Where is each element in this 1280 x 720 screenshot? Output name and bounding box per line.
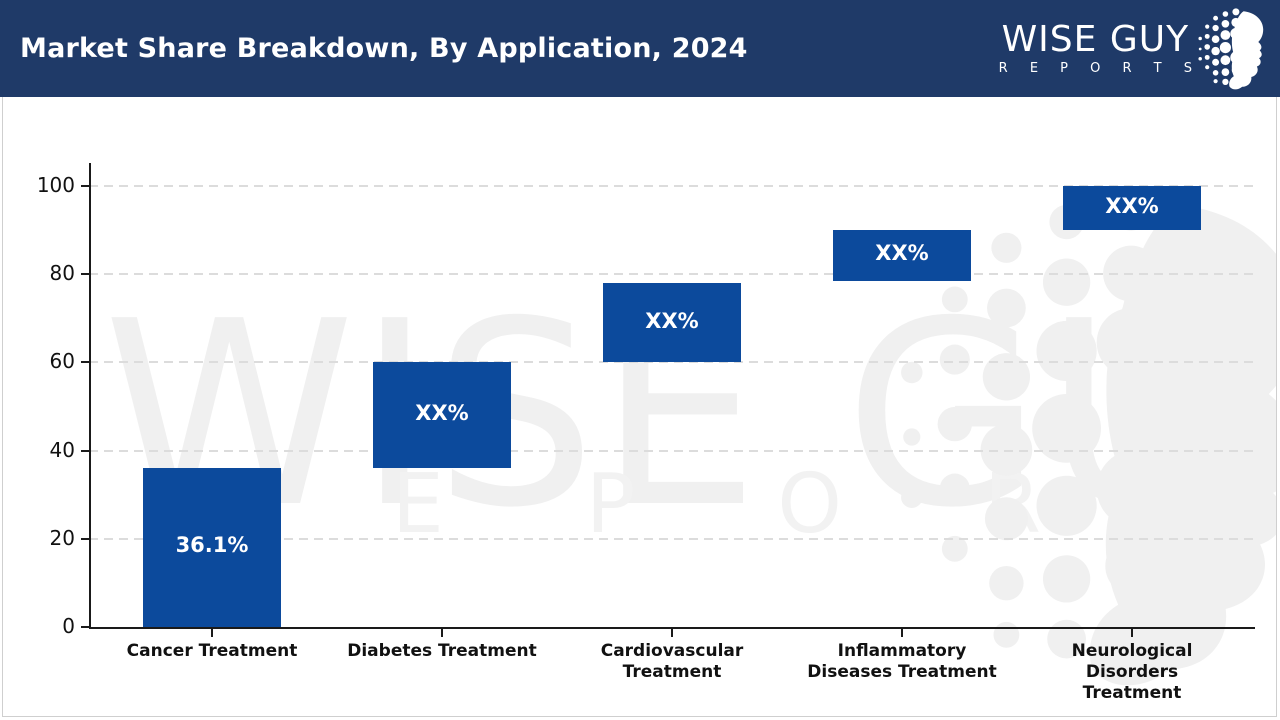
y-tick-label-40: 40	[49, 437, 75, 462]
category-label-line: Diabetes Treatment	[347, 641, 537, 661]
y-axis	[89, 163, 91, 629]
category-label-line: Cardiovascular	[600, 641, 744, 661]
gridline-80	[89, 273, 1255, 276]
gridline-100	[89, 185, 1255, 187]
bar-0	[143, 467, 281, 627]
category-label-line: Cancer Treatment	[126, 641, 298, 661]
x-tickmark-3	[901, 629, 903, 637]
brand-subname: R E P O R T S	[998, 61, 1201, 76]
x-axis	[89, 627, 1255, 629]
y-tickmark-100	[81, 185, 89, 187]
brand-logo: WISE GUY R E P O R T S	[999, 7, 1266, 91]
brand-logo-text: WISE GUY R E P O R T S	[999, 19, 1192, 76]
y-tickmark-20	[81, 537, 89, 540]
category-label-line: Diseases Treatment	[807, 662, 997, 682]
gridline-60	[89, 361, 1255, 364]
gridline-20	[89, 537, 1255, 540]
bar-value-label-1: XX%	[415, 401, 469, 426]
category-label-line: Inflammatory	[837, 641, 967, 661]
bar-value-label-3: XX%	[875, 241, 929, 266]
category-label-3: Inflammatory Diseases Treatment	[782, 641, 1022, 683]
page-title: Market Share Breakdown, By Application, …	[20, 33, 748, 64]
y-tickmark-60	[81, 361, 89, 364]
x-tickmark-2	[671, 629, 673, 637]
category-label-line: Treatment	[622, 662, 722, 682]
bar-value-label-2: XX%	[645, 308, 699, 333]
category-label-line: Disorders	[1085, 662, 1179, 682]
gridline-40	[89, 449, 1255, 452]
y-tickmark-80	[81, 273, 89, 276]
x-tickmark-4	[1131, 629, 1133, 637]
y-tick-label-60: 60	[49, 349, 75, 374]
category-label-4: Neurological Disorders Treatment	[1012, 641, 1252, 704]
y-tick-label-0: 0	[62, 614, 75, 638]
bar-4	[1063, 186, 1201, 231]
y-tickmark-0	[81, 626, 89, 628]
plot: 0 20 40 60 80 100 36.1% Cancer Treatment XX% Diab…	[3, 97, 1276, 716]
dotted-head-icon	[1196, 7, 1266, 91]
bar-value-label-0: 36.1%	[175, 533, 249, 558]
y-tick-label-100: 100	[36, 173, 75, 197]
y-tick-label-20: 20	[49, 525, 75, 550]
category-label-1: Diabetes Treatment	[322, 641, 562, 662]
category-label-0: Cancer Treatment	[92, 641, 332, 662]
bar-3	[833, 230, 971, 281]
bar-1	[373, 362, 511, 468]
y-tick-label-80: 80	[49, 261, 75, 286]
x-tickmark-0	[211, 629, 213, 637]
header: Market Share Breakdown, By Application, …	[0, 0, 1280, 97]
category-label-2: Cardiovascular Treatment	[552, 641, 792, 683]
y-tickmark-40	[81, 449, 89, 452]
x-tickmark-1	[441, 629, 443, 637]
bar-value-label-4: XX%	[1105, 194, 1159, 219]
category-label-line: Neurological	[1071, 641, 1193, 661]
chart-area: WISE GUY R E P O R T S 02040608010036.1%…	[2, 97, 1277, 717]
category-label-line: Treatment	[1082, 683, 1182, 703]
bar-2	[603, 283, 741, 363]
brand-name: WISE GUY	[1001, 19, 1190, 60]
